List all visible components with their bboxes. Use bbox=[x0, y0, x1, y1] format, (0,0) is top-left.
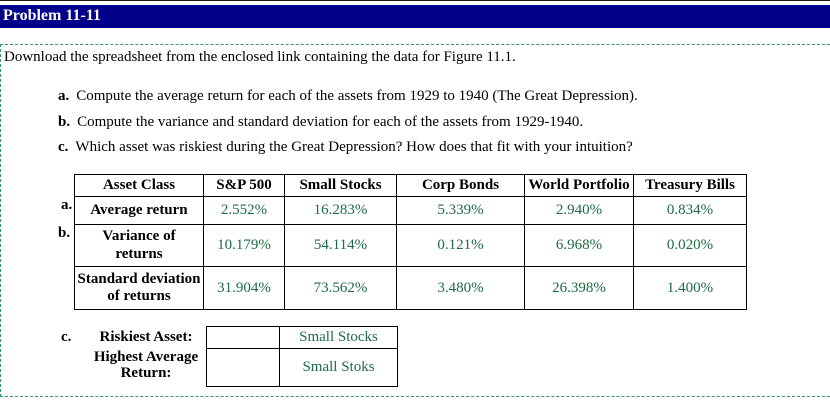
row-label-variance: Variance of returns bbox=[74, 224, 204, 267]
row-side-label-b: b. bbox=[58, 225, 71, 241]
cell-var-small-stocks: 54.114% bbox=[284, 224, 397, 267]
task-letter-b: b. bbox=[58, 114, 71, 130]
col-header-corp-bonds: Corp Bonds bbox=[396, 174, 525, 197]
problem-content-box: Download the spreadsheet from the enclos… bbox=[0, 44, 830, 397]
riskiest-asset-value-cell[interactable]: Small Stocks bbox=[279, 326, 398, 349]
results-table: Asset Class S&P 500 Small Stocks Corp Bo… bbox=[74, 174, 747, 310]
task-text-c: Which asset was riskiest during the Grea… bbox=[75, 139, 633, 155]
riskiest-asset-blank-cell[interactable] bbox=[206, 326, 280, 349]
task-item-b: b. Compute the variance and standard devi… bbox=[58, 114, 583, 131]
table-row-std-deviation: Standard deviation of returns 31.904% 73… bbox=[74, 266, 747, 310]
col-header-small-stocks: Small Stocks bbox=[284, 174, 397, 197]
cell-std-small-stocks: 73.562% bbox=[284, 266, 397, 310]
highest-average-value-cell[interactable]: Small Stoks bbox=[279, 348, 398, 387]
cell-avg-treasury-bills: 0.834% bbox=[633, 196, 747, 225]
highest-average-blank-cell[interactable] bbox=[206, 348, 280, 387]
answers-table: Small Stocks Small Stoks bbox=[206, 326, 398, 387]
cell-std-world-portfolio: 26.398% bbox=[524, 266, 634, 310]
problem-title: Problem 11-11 bbox=[3, 7, 101, 24]
riskiest-asset-label: Riskiest Asset: bbox=[99, 329, 193, 345]
task-item-c: c. Which asset was riskiest during the Gr… bbox=[58, 139, 633, 156]
intro-text: Download the spreadsheet from the enclos… bbox=[4, 49, 516, 65]
task-item-a: a. Compute the average return for each of… bbox=[58, 88, 638, 105]
cell-std-corp-bonds: 3.480% bbox=[396, 266, 525, 310]
cell-var-world-portfolio: 6.968% bbox=[524, 224, 634, 267]
cell-avg-world-portfolio: 2.940% bbox=[524, 196, 634, 225]
row-side-label-a: a. bbox=[61, 197, 73, 213]
cell-std-treasury-bills: 1.400% bbox=[633, 266, 747, 310]
table-row-variance: Variance of returns 10.179% 54.114% 0.12… bbox=[74, 224, 747, 267]
cell-avg-sp500: 2.552% bbox=[203, 196, 285, 225]
highest-average-return-label: Highest Average Return: bbox=[93, 349, 199, 381]
task-text-b: Compute the variance and standard deviat… bbox=[77, 114, 584, 130]
cell-std-sp500: 31.904% bbox=[203, 266, 285, 310]
row-label-std-deviation: Standard deviation of returns bbox=[74, 266, 204, 310]
task-letter-c: c. bbox=[58, 139, 69, 155]
col-header-treasury-bills: Treasury Bills bbox=[633, 174, 747, 197]
row-label-average-return: Average return bbox=[74, 196, 204, 225]
task-text-a: Compute the average return for each of t… bbox=[76, 88, 638, 104]
cell-avg-corp-bonds: 5.339% bbox=[396, 196, 525, 225]
col-header-sp500: S&P 500 bbox=[203, 174, 285, 197]
cell-var-treasury-bills: 0.020% bbox=[633, 224, 747, 267]
answer-row-riskiest: Small Stocks bbox=[206, 326, 398, 349]
cell-avg-small-stocks: 16.283% bbox=[284, 196, 397, 225]
col-header-asset-class: Asset Class bbox=[74, 174, 204, 197]
table-row-average-return: Average return 2.552% 16.283% 5.339% 2.9… bbox=[74, 196, 747, 225]
table-header-row: Asset Class S&P 500 Small Stocks Corp Bo… bbox=[74, 174, 747, 197]
cell-var-sp500: 10.179% bbox=[203, 224, 285, 267]
task-letter-a: a. bbox=[58, 88, 70, 104]
cell-var-corp-bonds: 0.121% bbox=[396, 224, 525, 267]
problem-title-bar: Problem 11-11 bbox=[0, 5, 830, 28]
top-divider-line bbox=[0, 0, 830, 1]
col-header-world-portfolio: World Portfolio bbox=[524, 174, 634, 197]
answer-row-highest-average: Small Stoks bbox=[206, 348, 398, 387]
answers-letter-c: c. bbox=[61, 329, 72, 345]
